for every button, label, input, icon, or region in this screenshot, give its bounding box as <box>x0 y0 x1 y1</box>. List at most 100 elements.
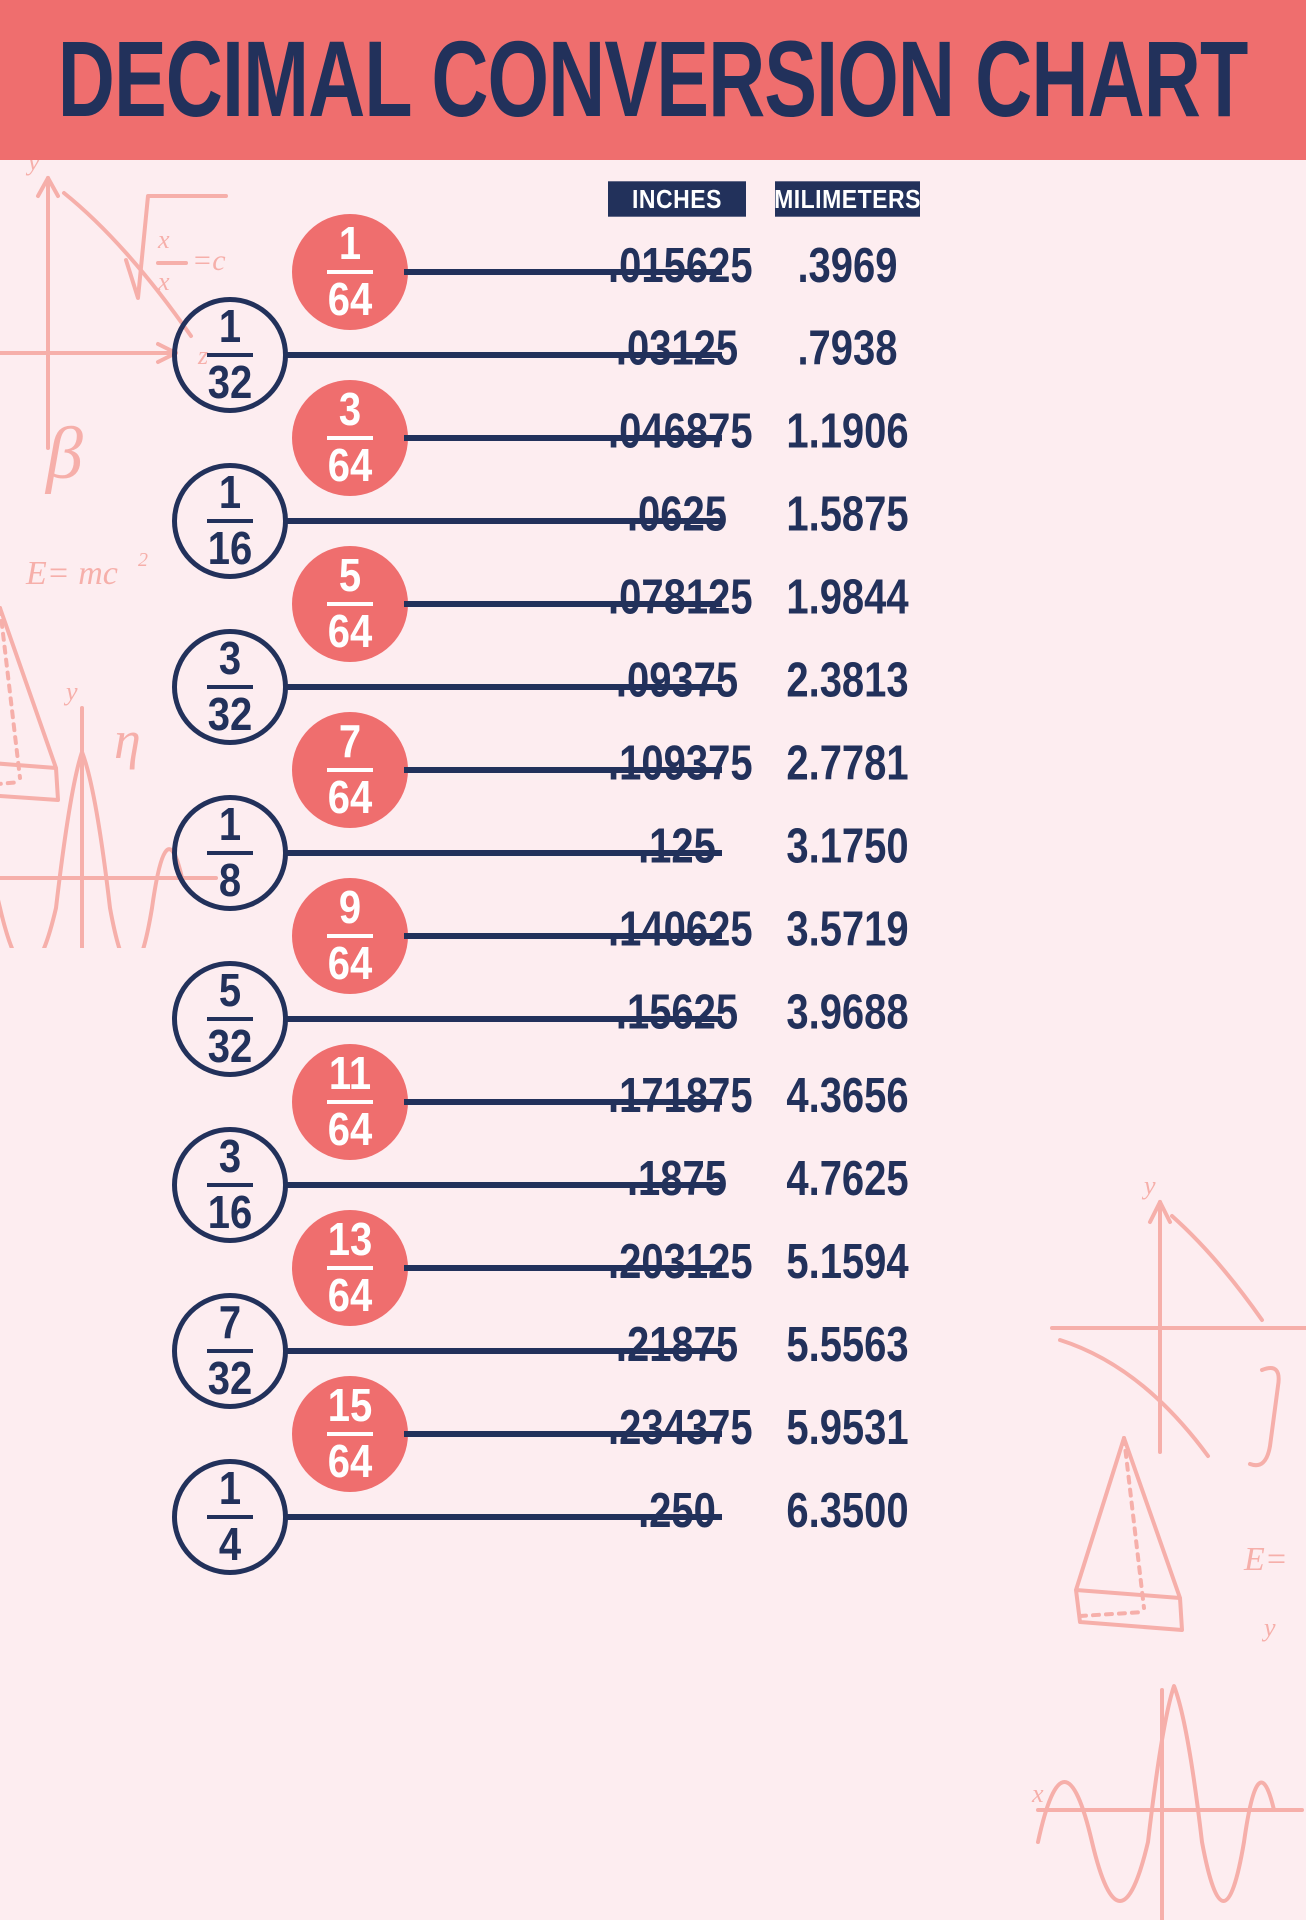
connector-line <box>284 352 722 358</box>
fraction-bar <box>327 1266 373 1270</box>
fraction-circle[interactable]: 7 64 <box>292 712 408 828</box>
fraction-denominator: 16 <box>207 1187 253 1239</box>
fraction-circle[interactable]: 9 64 <box>292 878 408 994</box>
fraction-numerator: 5 <box>218 965 242 1016</box>
fraction-bar <box>327 934 373 938</box>
table-row: 1 64 .015625 .3969 <box>0 214 1306 330</box>
fraction-bar <box>207 353 253 357</box>
fraction-denominator: 64 <box>327 440 373 492</box>
table-row: 7 64 .109375 2.7781 <box>0 712 1306 828</box>
fraction: 3 32 <box>207 633 253 738</box>
inches-value: .078125 <box>608 571 753 625</box>
inches-value: .0625 <box>626 488 728 542</box>
fraction-numerator: 13 <box>327 1214 373 1265</box>
connector-line <box>284 850 722 856</box>
millimeters-value: 3.5719 <box>786 903 909 957</box>
fraction-numerator: 1 <box>338 218 362 269</box>
fraction-circle[interactable]: 15 64 <box>292 1376 408 1492</box>
fraction-denominator: 64 <box>327 1436 373 1488</box>
column-header-millimeters: MILIMETERS <box>774 181 921 217</box>
table-row: 15 64 .234375 5.9531 <box>0 1376 1306 1492</box>
millimeters-value: 5.1594 <box>786 1235 909 1289</box>
fraction-numerator: 3 <box>338 384 362 435</box>
table-row: 5 32 .15625 3.9688 <box>0 961 1306 1077</box>
connector-line <box>404 767 722 773</box>
fraction-denominator: 4 <box>218 1519 242 1571</box>
fraction-bar <box>207 685 253 689</box>
table-row: 1 32 .03125 .7938 <box>0 297 1306 413</box>
fraction: 7 32 <box>207 1297 253 1402</box>
table-row: 9 64 .140625 3.5719 <box>0 878 1306 994</box>
millimeters-value: 5.9531 <box>786 1401 909 1455</box>
inches-value: .125 <box>638 820 716 874</box>
inches-value: .250 <box>638 1484 716 1538</box>
inches-value: .21875 <box>615 1318 739 1372</box>
fraction-circle[interactable]: 3 64 <box>292 380 408 496</box>
fraction-bar <box>207 1515 253 1519</box>
fraction: 9 64 <box>327 884 373 990</box>
inches-value: .015625 <box>608 239 753 293</box>
fraction-denominator: 64 <box>327 606 373 658</box>
inches-value: .203125 <box>608 1235 753 1289</box>
table-row: 3 16 .1875 4.7625 <box>0 1127 1306 1243</box>
fraction: 15 64 <box>327 1382 373 1488</box>
fraction: 3 16 <box>207 1131 253 1239</box>
page-header: DECIMAL CONVERSION CHART <box>0 0 1306 160</box>
millimeters-value: 6.3500 <box>786 1484 909 1538</box>
fraction-bar <box>327 436 373 440</box>
fraction: 1 64 <box>327 218 373 326</box>
fraction-circle[interactable]: 7 32 <box>172 1293 288 1409</box>
millimeters-value: 4.3656 <box>786 1069 909 1123</box>
table-row: 5 64 .078125 1.9844 <box>0 546 1306 662</box>
millimeters-value: 3.9688 <box>786 986 909 1040</box>
inches-value: .1875 <box>626 1152 728 1206</box>
column-header-millimeters-label: MILIMETERS <box>774 183 921 214</box>
svg-text:y: y <box>25 160 40 176</box>
fraction-bar <box>327 1432 373 1436</box>
fraction-circle[interactable]: 3 16 <box>172 1127 288 1243</box>
connector-line <box>284 518 722 524</box>
fraction-bar <box>207 1349 253 1353</box>
inches-value: .046875 <box>608 405 753 459</box>
fraction-numerator: 7 <box>218 1297 242 1348</box>
fraction-circle[interactable]: 11 64 <box>292 1044 408 1160</box>
fraction-numerator: 1 <box>218 467 242 518</box>
fraction-bar <box>207 1183 253 1187</box>
fraction: 13 64 <box>327 1214 373 1322</box>
fraction-denominator: 16 <box>207 523 253 575</box>
inches-value: .15625 <box>615 986 739 1040</box>
fraction-denominator: 64 <box>327 938 373 990</box>
inches-value: .109375 <box>608 737 753 791</box>
fraction-bar <box>327 1100 373 1104</box>
fraction-denominator: 8 <box>218 855 242 907</box>
fraction-denominator: 64 <box>327 1270 373 1322</box>
fraction-circle[interactable]: 1 64 <box>292 214 408 330</box>
fraction-numerator: 1 <box>218 799 242 850</box>
fraction-circle[interactable]: 5 64 <box>292 546 408 662</box>
connector-line <box>404 1099 722 1105</box>
fraction-bar <box>327 270 373 274</box>
fraction-denominator: 64 <box>327 274 373 326</box>
fraction: 5 64 <box>327 552 373 658</box>
millimeters-value: .7938 <box>797 322 898 376</box>
fraction-bar <box>207 1017 253 1021</box>
fraction-numerator: 11 <box>328 1048 372 1099</box>
fraction-bar <box>327 768 373 772</box>
connector-line <box>404 601 722 607</box>
connector-line <box>404 1431 722 1437</box>
table-row: 3 64 .046875 1.1906 <box>0 380 1306 496</box>
fraction-denominator: 32 <box>207 357 253 409</box>
fraction: 1 4 <box>207 1465 253 1571</box>
connector-line <box>284 1514 722 1520</box>
fraction-circle[interactable]: 13 64 <box>292 1210 408 1326</box>
svg-text:x: x <box>1031 1779 1044 1808</box>
fraction-circle[interactable]: 1 4 <box>172 1459 288 1575</box>
table-row: 13 64 .203125 5.1594 <box>0 1210 1306 1326</box>
inches-value: .234375 <box>608 1401 753 1455</box>
millimeters-value: 1.1906 <box>786 405 909 459</box>
connector-line <box>404 269 722 275</box>
fraction-numerator: 3 <box>218 633 242 684</box>
page-title: DECIMAL CONVERSION CHART <box>58 19 1249 140</box>
fraction-bar <box>207 851 253 855</box>
fraction-numerator: 3 <box>218 1131 242 1182</box>
